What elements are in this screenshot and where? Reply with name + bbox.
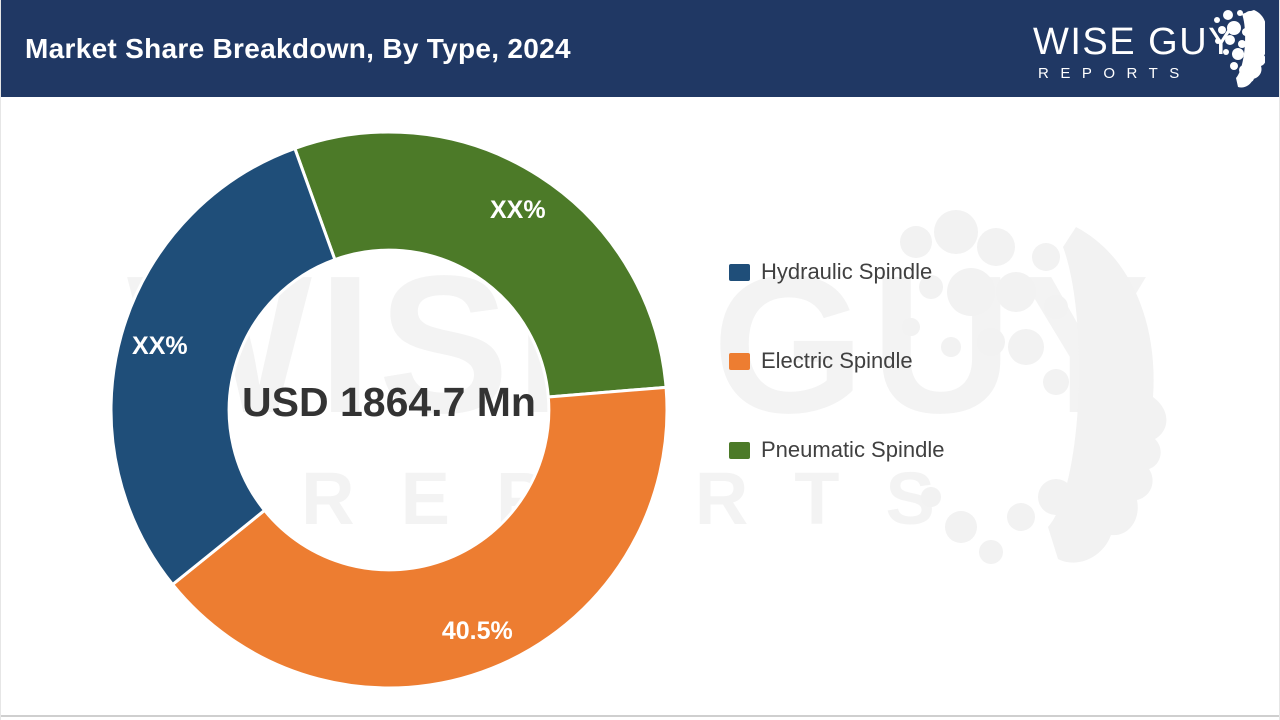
- logo-wordmark: WISE GUY: [1033, 21, 1235, 63]
- chart-area: WISE GUY REPORTS XX%40.5%XX% USD 1864.7 …: [1, 97, 1279, 720]
- logo-subtext: REPORTS: [1038, 65, 1191, 82]
- legend-swatch-hydraulic-spindle: [729, 263, 750, 281]
- slice-label-electric-spindle: 40.5%: [442, 617, 513, 645]
- wise-guy-reports-logo: WISE GUY REPORTS: [1033, 10, 1265, 88]
- page-title: Market Share Breakdown, By Type, 2024: [25, 32, 571, 64]
- legend-swatch-pneumatic-spindle: [729, 441, 750, 459]
- legend-item-hydraulic-spindle: Hydraulic Spindle: [729, 258, 944, 286]
- slice-pneumatic-spindle: [293, 130, 668, 399]
- legend-item-pneumatic-spindle: Pneumatic Spindle: [729, 436, 944, 464]
- legend-label-hydraulic-spindle: Hydraulic Spindle: [761, 259, 933, 284]
- legend-label-electric-spindle: Electric Spindle: [761, 348, 913, 373]
- logo-face-icon: [1214, 10, 1265, 88]
- bottom-border: [1, 715, 1279, 717]
- slice-label-pneumatic-spindle: XX%: [490, 196, 546, 224]
- legend: Hydraulic Spindle Electric Spindle Pneumat…: [729, 258, 944, 525]
- slice-electric-spindle: [171, 385, 669, 690]
- slice-hydraulic-spindle: [109, 146, 337, 586]
- legend-swatch-electric-spindle: [729, 352, 750, 370]
- legend-item-electric-spindle: Electric Spindle: [729, 347, 944, 375]
- legend-label-pneumatic-spindle: Pneumatic Spindle: [761, 437, 945, 462]
- chart-center-value: USD 1864.7 Mn: [242, 379, 536, 425]
- slice-label-hydraulic-spindle: XX%: [132, 332, 188, 360]
- header-bar: Market Share Breakdown, By Type, 2024 WI…: [1, 0, 1279, 97]
- donut-chart: XX% 40.5% XX%: [109, 130, 669, 690]
